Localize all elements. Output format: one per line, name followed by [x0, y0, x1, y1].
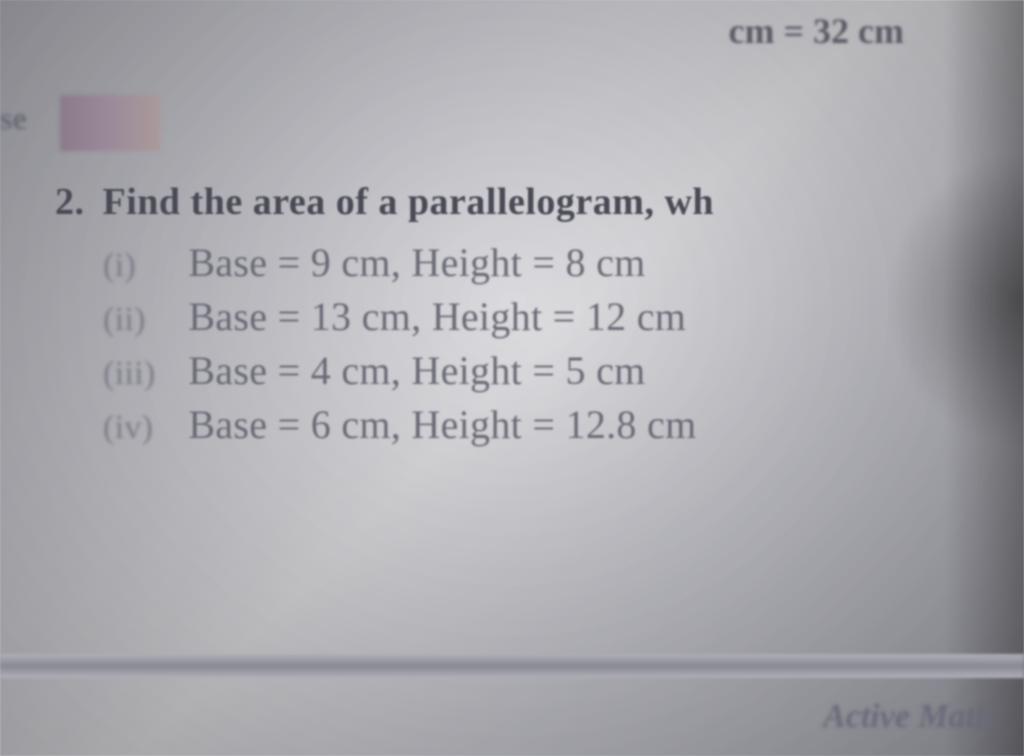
item-text: Base = 4 cm, Height = 5 cm [188, 348, 645, 393]
list-item: (iv) Base = 6 cm, Height = 12.8 cm [103, 398, 1004, 452]
question-heading: 2. Find the area of a parallelogram, wh [55, 180, 1004, 224]
question-text: Find the area of a parallelogram, wh [103, 181, 715, 223]
item-label: (i) [103, 243, 178, 289]
question-items: (i) Base = 9 cm, Height = 8 cm (ii) Base… [103, 236, 1004, 452]
item-label: (ii) [103, 297, 178, 343]
item-text: Base = 13 cm, Height = 12 cm [188, 294, 686, 339]
highlight-block [60, 95, 160, 151]
question-content: 2. Find the area of a parallelogram, wh (… [55, 180, 1004, 452]
item-label: (iv) [103, 405, 178, 451]
item-text: Base = 6 cm, Height = 12.8 cm [188, 402, 696, 447]
list-item: (i) Base = 9 cm, Height = 8 cm [103, 236, 1004, 290]
left-fragment-text: se [0, 100, 27, 137]
list-item: (iii) Base = 4 cm, Height = 5 cm [103, 344, 1004, 398]
item-label: (iii) [103, 351, 178, 397]
bottom-divider-bar [0, 654, 1024, 678]
item-text: Base = 9 cm, Height = 8 cm [188, 240, 645, 285]
top-cutoff-text: cm = 32 cm [729, 10, 904, 52]
list-item: (ii) Base = 13 cm, Height = 12 cm [103, 290, 1004, 344]
question-number: 2. [55, 180, 85, 224]
footer-brand: Active Math [823, 698, 994, 736]
